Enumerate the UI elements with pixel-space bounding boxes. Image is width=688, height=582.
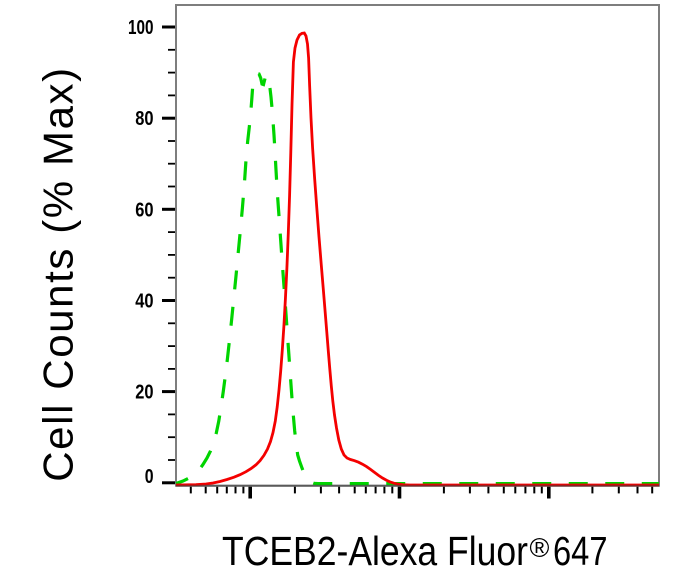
svg-text:40: 40 (135, 291, 153, 313)
svg-text:0: 0 (145, 466, 154, 488)
svg-text:100: 100 (128, 17, 154, 39)
svg-text:20: 20 (135, 382, 153, 404)
svg-text:Cell Counts (% Max): Cell Counts (% Max) (35, 66, 82, 482)
svg-text:®: ® (530, 533, 550, 563)
svg-text:60: 60 (135, 199, 153, 221)
svg-text:80: 80 (135, 108, 153, 130)
svg-text:647: 647 (553, 528, 608, 574)
svg-text:TCEB2-Alexa Fluor: TCEB2-Alexa Fluor (222, 528, 528, 574)
